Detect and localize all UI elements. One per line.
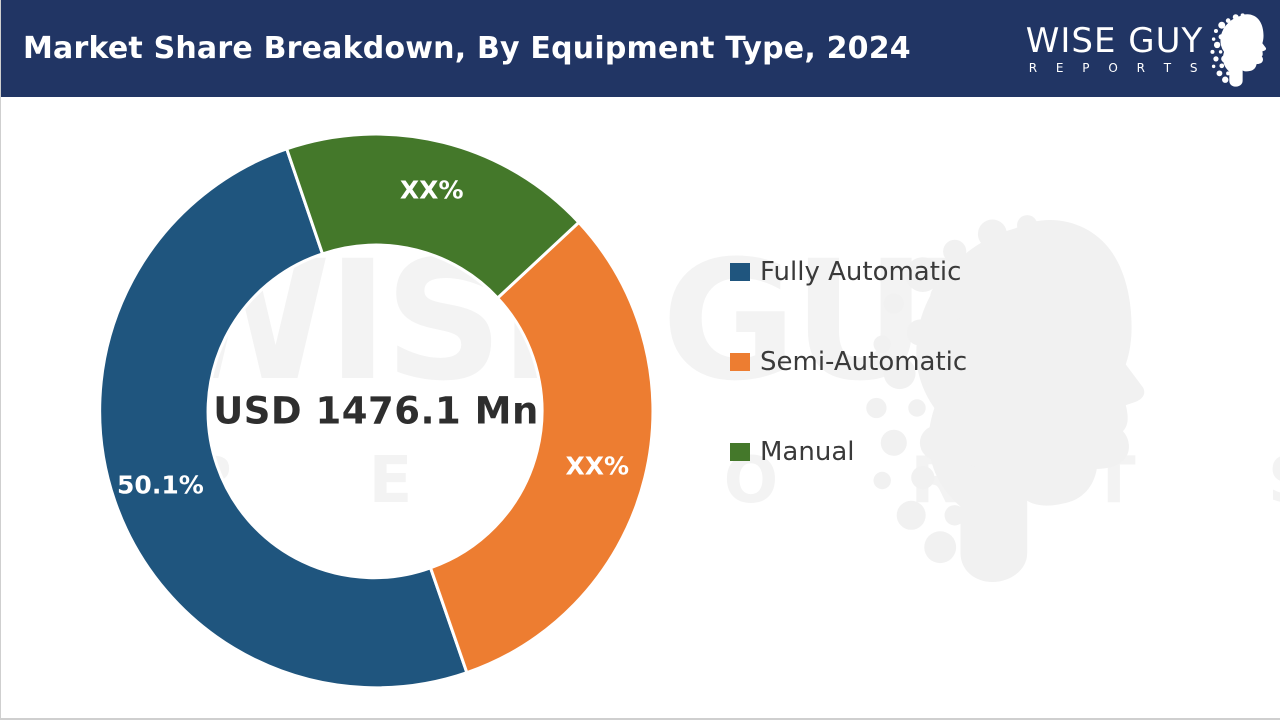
logo-text: WISE GUY R E P O R T S [1026,24,1205,74]
donut-slice-manual [284,132,581,301]
header-bar: Market Share Breakdown, By Equipment Typ… [1,0,1280,97]
slice-percentage-label: 50.1% [117,471,204,500]
wise-guy-logo: WISE GUY R E P O R T S [1026,11,1267,87]
legend-swatch-manual [730,443,750,461]
page-title: Market Share Breakdown, By Equipment Typ… [23,31,911,66]
legend-label-fully-automatic: Fully Automatic [760,257,962,287]
donut-slice-semi-automatic [428,220,655,675]
logo-face-icon [1209,11,1267,87]
donut-slice-fully-automatic [98,146,469,690]
chart-area: WISE GUY R E P O R T S 50.1% XX% XX% USD 1… [1,97,1280,718]
chart-legend: Fully Automatic Semi-Automatic Manual [730,259,967,529]
legend-label-semi-automatic: Semi-Automatic [760,347,968,377]
legend-swatch-fully-automatic [730,263,750,281]
legend-item-semi-automatic: Semi-Automatic [730,349,967,375]
legend-swatch-semi-automatic [730,353,750,371]
slice-percentage-label: XX% [400,175,464,204]
logo-subtitle: R E P O R T S [1028,60,1205,75]
slice-percentage-label: XX% [565,452,629,481]
donut-center-value: USD 1476.1 Mn [213,389,539,433]
legend-label-manual: Manual [760,437,855,467]
legend-item-manual: Manual [730,439,967,465]
donut-chart: 50.1% XX% XX% [98,132,655,690]
logo-name: WISE GUY [1025,20,1204,61]
legend-item-fully-automatic: Fully Automatic [730,259,967,285]
